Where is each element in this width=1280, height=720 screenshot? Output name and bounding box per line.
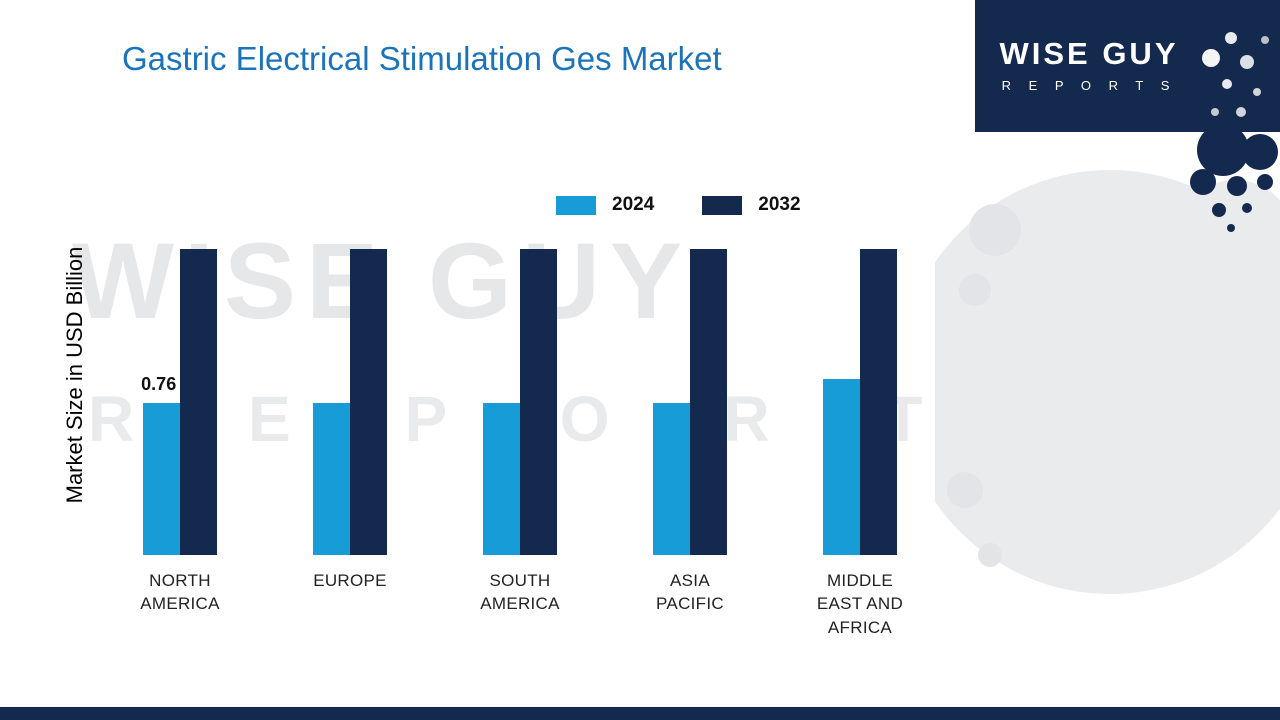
category-label: MIDDLE EAST AND AFRICA: [816, 571, 904, 637]
bar-2024-europe: [313, 403, 350, 555]
bar-2032-middle-east-and-africa: [860, 249, 897, 555]
bar-group-asia-pacific: ASIA PACIFIC: [635, 235, 745, 639]
head-silhouette-watermark: [935, 170, 1280, 594]
category-label: ASIA PACIFIC: [656, 571, 724, 614]
bar-value-label: 0.76: [141, 374, 177, 394]
bar-group-europe: EUROPE: [295, 235, 405, 639]
bar-pair: [653, 235, 727, 555]
legend-swatch-2024: [556, 195, 596, 215]
legend-item-2024: 2024: [556, 194, 654, 216]
bar-group-south-america: SOUTH AMERICA: [465, 235, 575, 639]
legend-item-2032: 2032: [702, 194, 801, 216]
category-label: EUROPE: [313, 571, 387, 590]
bar-pair: [483, 235, 557, 555]
logo: WISE GUY R E P O R T S: [975, 0, 1280, 245]
bar-2032-south-america: [520, 249, 557, 555]
bar-group-north-america: 0.76 NORTH AMERICA: [125, 235, 235, 639]
category-label: NORTH AMERICA: [140, 571, 220, 614]
bar-group-middle-east-and-africa: MIDDLE EAST AND AFRICA: [805, 235, 915, 639]
watermark-reports-text: R E P O R T S: [88, 383, 1127, 455]
category-label: SOUTH AMERICA: [480, 571, 560, 614]
bar-chart: 0.76 NORTH AMERICA EUROPE SOUTH AMERICA ASIA…: [125, 235, 915, 639]
bar-2024-north-america: 0.76: [141, 374, 180, 555]
legend-label-2032: 2032: [758, 194, 801, 215]
bar-2032-asia-pacific: [690, 249, 727, 555]
bar-pair: [823, 235, 897, 555]
bar-pair: 0.76: [141, 235, 217, 555]
legend-label-2024: 2024: [612, 194, 655, 215]
logo-text: WISE GUY R E P O R T S: [989, 36, 1189, 93]
bar-2032-europe: [350, 249, 387, 555]
logo-background-shape: [975, 0, 1280, 232]
bar-groups: 0.76 NORTH AMERICA EUROPE SOUTH AMERICA ASIA…: [125, 235, 915, 639]
logo-reports-label: R E P O R T S: [1001, 78, 1177, 93]
y-axis-label: Market Size in USD Billion: [62, 246, 87, 504]
bar-pair: [313, 235, 387, 555]
bar-2032-north-america: [180, 249, 217, 555]
bar-2024-asia-pacific: [653, 403, 690, 555]
bar-2024-middle-east-and-africa: [823, 379, 860, 555]
page-title: Gastric Electrical Stimulation Ges Marke…: [122, 40, 722, 77]
legend-swatch-2032: [702, 195, 743, 215]
bottom-accent-bar: [0, 707, 1280, 720]
chart-legend: 2024 2032: [556, 194, 801, 216]
bar-2024-south-america: [483, 403, 520, 555]
logo-wiseguy-label: WISE GUY: [999, 36, 1179, 71]
